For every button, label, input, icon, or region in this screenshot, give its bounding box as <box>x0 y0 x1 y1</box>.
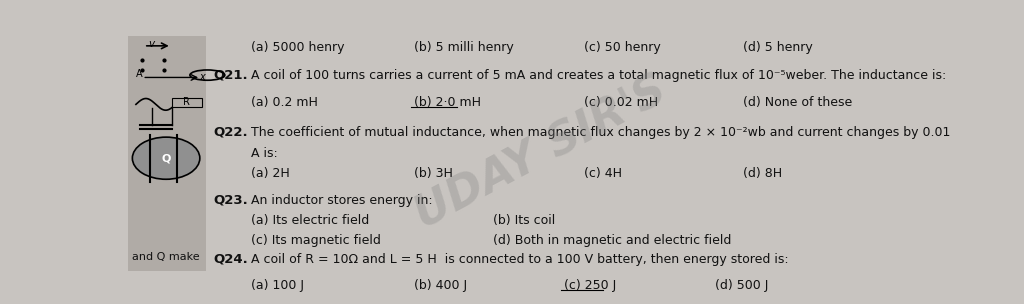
Text: (c) 250 J: (c) 250 J <box>564 279 616 292</box>
Text: (a) 100 J: (a) 100 J <box>251 279 304 292</box>
Text: (b) 3H: (b) 3H <box>414 167 453 180</box>
Bar <box>128 36 206 271</box>
Text: (b) 5 milli henry: (b) 5 milli henry <box>414 40 513 54</box>
Text: Q21.: Q21. <box>214 69 249 81</box>
Text: (b) 400 J: (b) 400 J <box>414 279 467 292</box>
Text: (b) Its coil: (b) Its coil <box>494 214 555 227</box>
Text: Q23.: Q23. <box>214 194 249 207</box>
Text: (d) None of these: (d) None of these <box>743 95 852 109</box>
Text: and Q make: and Q make <box>132 251 200 261</box>
Text: A: A <box>136 69 142 79</box>
Text: (d) 5 henry: (d) 5 henry <box>743 40 813 54</box>
Text: A is:: A is: <box>251 147 278 160</box>
Text: Q24.: Q24. <box>214 253 249 266</box>
Text: v: v <box>147 39 154 49</box>
FancyBboxPatch shape <box>172 98 202 107</box>
Text: Q22.: Q22. <box>214 126 249 139</box>
Text: (d) 500 J: (d) 500 J <box>715 279 769 292</box>
Text: (c) 50 henry: (c) 50 henry <box>585 40 662 54</box>
Text: (a) Its electric field: (a) Its electric field <box>251 214 370 227</box>
Ellipse shape <box>132 137 200 179</box>
Text: UDAY SIR'S: UDAY SIR'S <box>408 69 674 238</box>
Text: A coil of R = 10Ω and L = 5 H  is connected to a 100 V battery, then energy stor: A coil of R = 10Ω and L = 5 H is connect… <box>251 253 788 266</box>
Text: (a) 2H: (a) 2H <box>251 167 290 180</box>
Text: (b) 2·0 mH: (b) 2·0 mH <box>414 95 480 109</box>
Text: (d) 8H: (d) 8H <box>743 167 782 180</box>
Text: (a) 0.2 mH: (a) 0.2 mH <box>251 95 317 109</box>
Text: An inductor stores energy in:: An inductor stores energy in: <box>251 194 432 207</box>
Text: The coefficient of mutual inductance, when magnetic flux changes by 2 × 10⁻²wb a: The coefficient of mutual inductance, wh… <box>251 126 950 139</box>
Text: (c) 0.02 mH: (c) 0.02 mH <box>585 95 658 109</box>
Text: R: R <box>183 97 190 107</box>
Text: (d) Both in magnetic and electric field: (d) Both in magnetic and electric field <box>494 234 731 247</box>
Text: (c) Its magnetic field: (c) Its magnetic field <box>251 234 381 247</box>
Text: A coil of 100 turns carries a current of 5 mA and creates a total magnetic flux : A coil of 100 turns carries a current of… <box>251 69 946 81</box>
Text: x: x <box>200 72 205 82</box>
Text: (c) 4H: (c) 4H <box>585 167 623 180</box>
Text: Q: Q <box>162 153 171 163</box>
Text: (a) 5000 henry: (a) 5000 henry <box>251 40 344 54</box>
